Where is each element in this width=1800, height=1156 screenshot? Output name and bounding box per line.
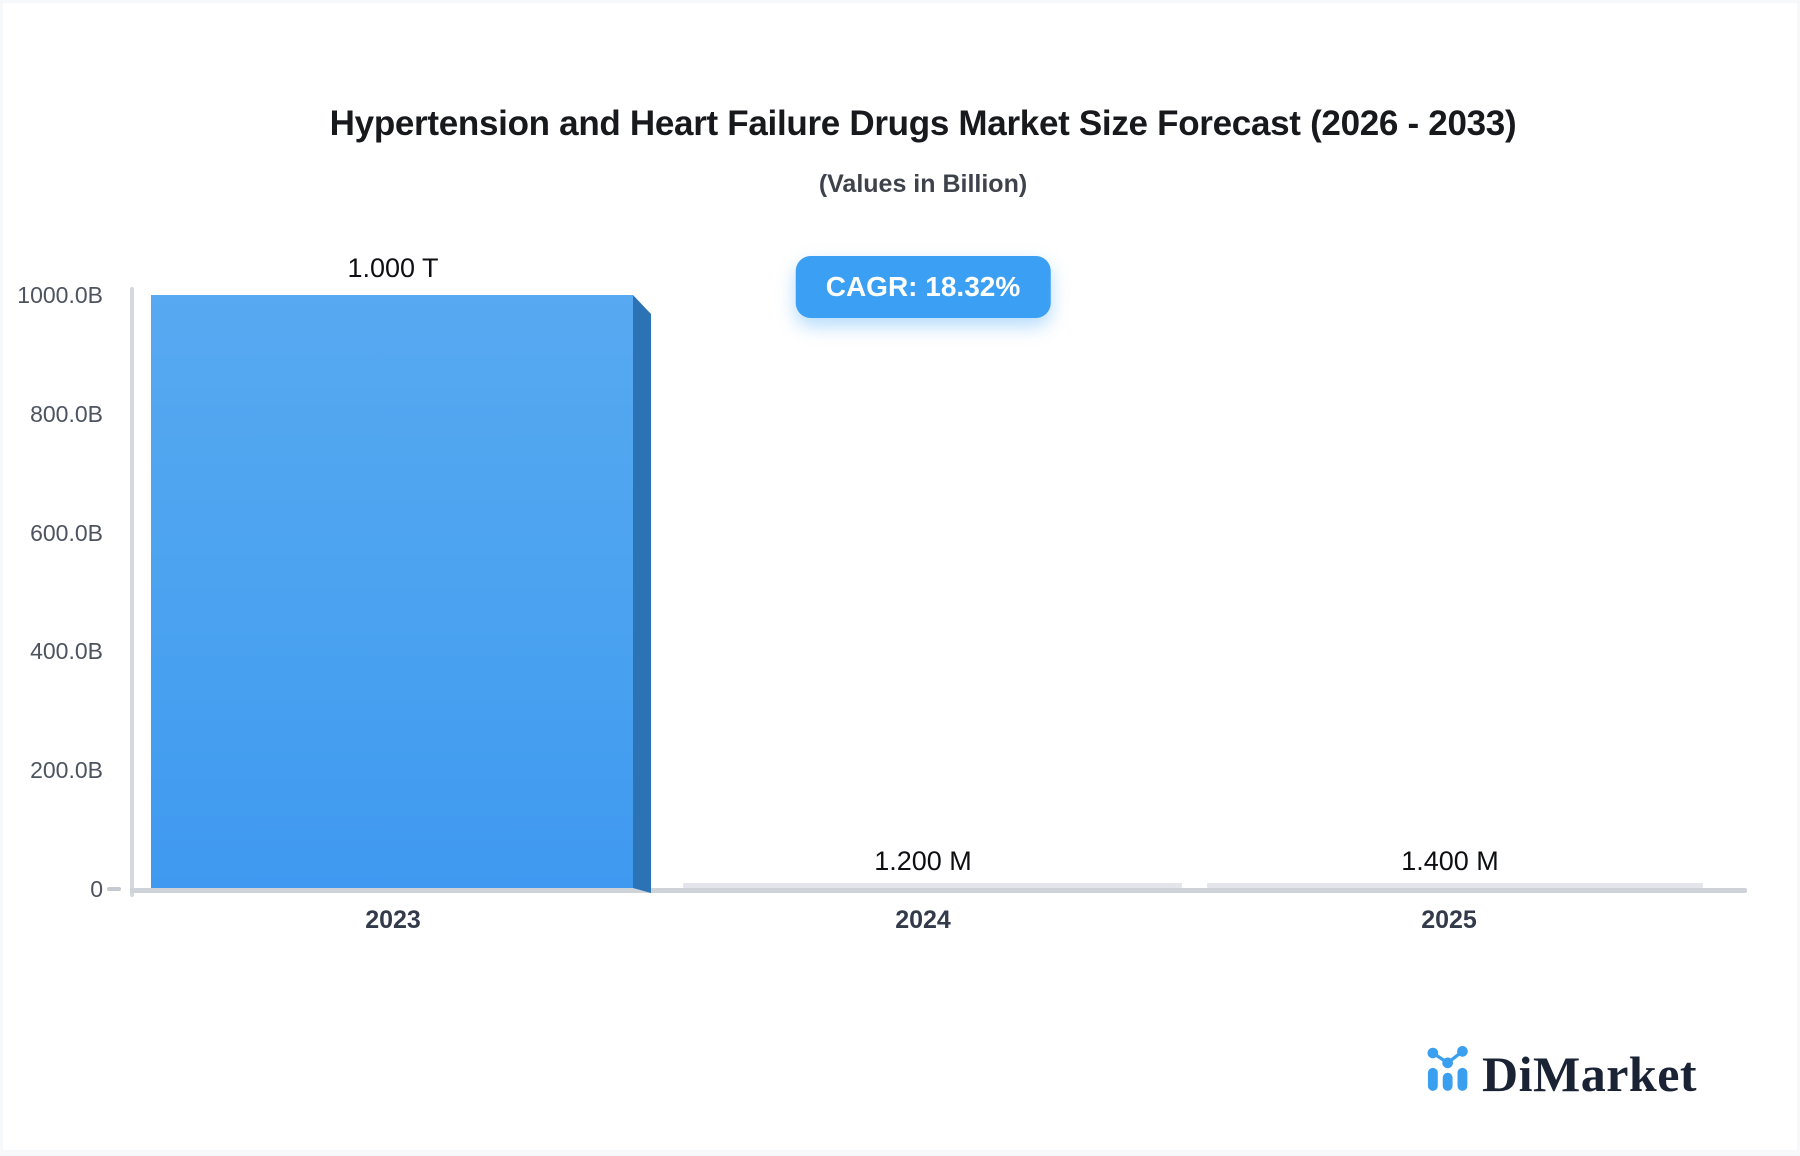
y-tick-label: 0 — [90, 876, 103, 902]
y-tick-label: 400.0B — [30, 638, 103, 664]
bar-value-label: 1.000 T — [347, 253, 439, 283]
bar-line-chart-icon — [1427, 1046, 1468, 1091]
y-tick-label: 1000.0B — [17, 282, 103, 308]
y-tick-label: 200.0B — [30, 757, 103, 783]
chart-subtitle: (Values in Billion) — [818, 170, 1028, 198]
brand-name: DiMarket — [1482, 1045, 1698, 1102]
bar-2023[interactable] — [151, 295, 633, 888]
y-tick-label: 600.0B — [30, 520, 103, 546]
bar-value-label: 1.400 M — [1401, 846, 1499, 876]
bar-2025[interactable] — [1207, 883, 1703, 888]
chart-card: Hypertension and Heart Failure Drugs Mar… — [3, 3, 1797, 1150]
brand-logo: DiMarket — [1423, 1043, 1697, 1100]
bar-2024[interactable] — [683, 883, 1182, 888]
cagr-badge: CAGR: 18.32% — [795, 256, 1051, 318]
bar-2023-3d-side — [633, 295, 651, 893]
x-tick-label-2024: 2024 — [895, 906, 951, 934]
x-tick-label-2025: 2025 — [1421, 906, 1477, 934]
page-title: Hypertension and Heart Failure Drugs Mar… — [329, 104, 1517, 143]
x-axis-line — [130, 888, 1747, 893]
x-tick-label-2023: 2023 — [365, 906, 421, 934]
bar-value-label: 1.200 M — [874, 846, 972, 876]
y-tick-label: 800.0B — [30, 401, 103, 427]
zero-tick-mark — [107, 887, 121, 891]
y-axis-line — [130, 287, 134, 897]
